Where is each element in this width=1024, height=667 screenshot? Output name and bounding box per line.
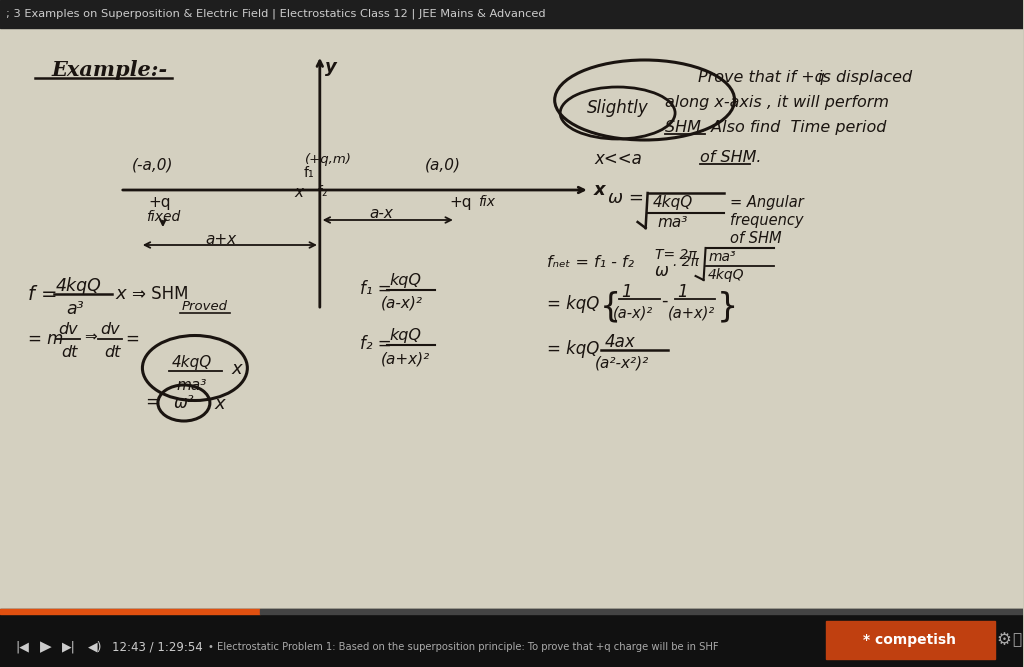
Text: SHM. Also find  Time period: SHM. Also find Time period (665, 120, 886, 135)
Text: . 2π: . 2π (673, 255, 698, 269)
Text: ma³: ma³ (657, 215, 688, 230)
Text: • Electrostatic Problem 1: Based on the superposition principle: To prove that +: • Electrostatic Problem 1: Based on the … (208, 642, 719, 652)
Text: f₂: f₂ (317, 185, 329, 199)
Text: dv: dv (58, 322, 78, 337)
Text: ⧄: ⧄ (1013, 632, 1022, 648)
Text: Slightly: Slightly (587, 99, 648, 117)
Text: x: x (594, 181, 605, 199)
Text: of SHM.: of SHM. (699, 150, 761, 165)
Text: y: y (325, 58, 337, 76)
Text: ▶|: ▶| (62, 640, 76, 654)
Text: Prove that if +q: Prove that if +q (697, 70, 824, 85)
Text: Example:-: Example:- (52, 60, 168, 80)
Text: 4kqQ: 4kqQ (172, 355, 212, 370)
Bar (0, 0, 1023, 28)
Text: x<<a: x<<a (595, 150, 642, 168)
Text: (a+x)²: (a+x)² (668, 305, 715, 320)
Text: 12:43 / 1:29:54: 12:43 / 1:29:54 (112, 640, 203, 654)
Text: x: x (116, 285, 127, 303)
Text: }: } (717, 290, 738, 323)
Text: ◀): ◀) (88, 640, 102, 654)
Text: x: x (215, 395, 225, 413)
Text: ⚙: ⚙ (996, 631, 1012, 649)
Text: f₁: f₁ (304, 166, 314, 180)
Text: = m: = m (28, 330, 63, 348)
Text: +q: +q (147, 195, 170, 210)
Text: ma³: ma³ (177, 378, 207, 393)
Text: ▶: ▶ (40, 640, 52, 654)
Text: fix: fix (478, 195, 495, 209)
Text: = kqQ: = kqQ (547, 295, 599, 313)
Text: dt: dt (61, 345, 78, 360)
Text: ⇒ SHM: ⇒ SHM (132, 285, 188, 303)
Text: 4kqQ: 4kqQ (708, 268, 744, 282)
Text: Proved: Proved (182, 300, 228, 313)
Bar (825, 621, 995, 659)
Text: fₙₑₜ = f₁ - f₂: fₙₑₜ = f₁ - f₂ (547, 255, 634, 270)
Text: a³: a³ (66, 300, 84, 318)
Text: |◀: |◀ (15, 640, 29, 654)
Text: f₂ =: f₂ = (359, 335, 391, 353)
Bar (0, 609, 1023, 667)
Text: x: x (295, 185, 304, 200)
Text: (+q,m): (+q,m) (305, 153, 351, 166)
Text: =: = (125, 330, 139, 348)
Text: ω =: ω = (607, 189, 644, 207)
Text: ω²: ω² (174, 394, 195, 412)
Text: (a²-x²)²: (a²-x²)² (595, 356, 649, 371)
Text: 4kqQ: 4kqQ (652, 195, 693, 210)
Text: 4ax: 4ax (604, 333, 636, 351)
Text: T= 2π: T= 2π (654, 248, 696, 262)
Text: (-a,0): (-a,0) (132, 158, 173, 173)
Text: x: x (231, 360, 243, 378)
Text: ma³: ma³ (709, 250, 736, 264)
Text: = Angular: = Angular (729, 195, 803, 210)
Text: (a+x)²: (a+x)² (381, 351, 430, 366)
Text: frequency: frequency (729, 213, 803, 228)
Text: ω: ω (654, 262, 669, 280)
Text: a+x: a+x (205, 232, 236, 247)
Text: kqQ: kqQ (390, 273, 422, 288)
Text: dt: dt (104, 345, 120, 360)
Text: -: - (662, 292, 668, 310)
Text: =: = (145, 393, 160, 411)
Text: dv: dv (100, 322, 120, 337)
Text: ; 3 Examples on Superposition & Electric Field | Electrostatics Class 12 | JEE M: ; 3 Examples on Superposition & Electric… (6, 9, 546, 19)
Text: = kqQ: = kqQ (547, 340, 599, 358)
Text: fixed: fixed (145, 210, 180, 224)
Text: (a-x)²: (a-x)² (381, 296, 423, 311)
Text: along x-axis , it will perform: along x-axis , it will perform (665, 95, 889, 110)
Text: 1: 1 (678, 283, 688, 301)
Text: a-x: a-x (370, 206, 393, 221)
Text: 4kqQ: 4kqQ (56, 277, 101, 295)
Text: * competish: * competish (863, 633, 956, 647)
Text: f =: f = (28, 285, 57, 304)
Text: +q: +q (450, 195, 472, 210)
Text: ⇒: ⇒ (84, 330, 96, 345)
Text: of SHM: of SHM (729, 231, 781, 246)
Bar (0, 609, 260, 614)
Text: (a-x)²: (a-x)² (612, 305, 653, 320)
Bar (260, 609, 1023, 614)
Text: {: { (600, 290, 621, 323)
Text: (a,0): (a,0) (425, 158, 461, 173)
Text: 1: 1 (622, 283, 632, 301)
Text: f₁ =: f₁ = (359, 280, 391, 298)
Text: is displaced: is displaced (817, 70, 911, 85)
Text: kqQ: kqQ (390, 328, 422, 343)
